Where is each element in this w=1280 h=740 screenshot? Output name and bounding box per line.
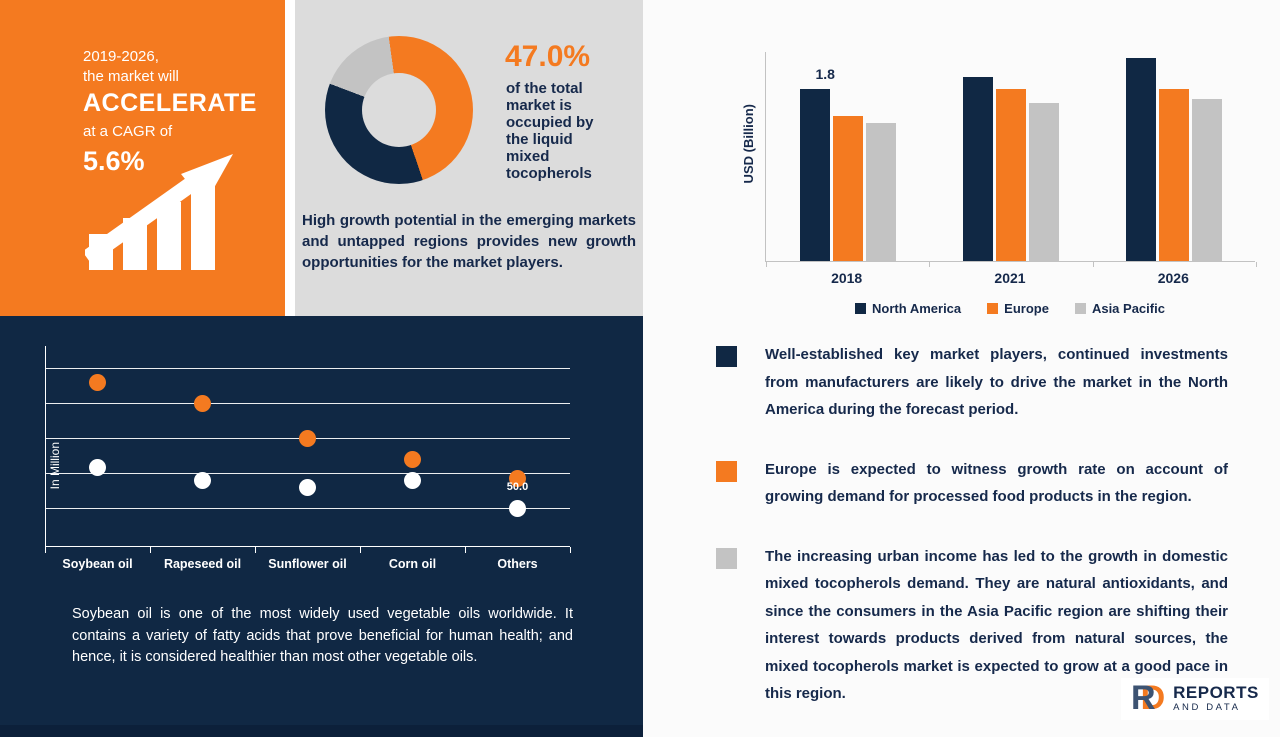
axis-tick bbox=[255, 547, 256, 553]
donut-stat-caption: of the total market is occupied by the l… bbox=[506, 80, 594, 182]
oil-scatter-ylabel: In Million bbox=[48, 442, 62, 490]
soybean-oil-note: Soybean oil is one of the most widely us… bbox=[72, 606, 573, 665]
logo-letter-r: R bbox=[1131, 679, 1156, 717]
data-point-orange bbox=[404, 450, 421, 468]
reports-and-data-logo: R D REPORTS AND DATA bbox=[1121, 678, 1269, 720]
axis-tick bbox=[465, 547, 466, 553]
bullet-text: Well-established key market players, con… bbox=[765, 346, 1228, 418]
region-bar-plot: 1.8 bbox=[765, 52, 1257, 267]
data-point-white bbox=[89, 458, 106, 476]
category-label: Sunflower oil bbox=[268, 557, 347, 571]
logo-name-bottom: AND DATA bbox=[1173, 701, 1241, 713]
donut-chart bbox=[325, 36, 473, 184]
data-point-white bbox=[194, 472, 211, 490]
bottom-strip bbox=[0, 725, 643, 737]
legend-item-north-america: North America bbox=[855, 301, 961, 316]
bullet-swatch bbox=[716, 547, 737, 569]
legend-label: Asia Pacific bbox=[1091, 301, 1165, 316]
legend-label: Europe bbox=[1004, 301, 1049, 316]
legend-item-europe: Europe bbox=[987, 301, 1049, 316]
logo-text: REPORTS AND DATA bbox=[1173, 682, 1259, 713]
bar-europe bbox=[995, 89, 1026, 261]
axis-tick bbox=[766, 262, 767, 267]
x-axis-label: 2018 bbox=[831, 270, 863, 286]
bar-north-america bbox=[962, 76, 993, 261]
logo-letter-d: D bbox=[1140, 679, 1166, 717]
axis-tick bbox=[360, 547, 361, 553]
legend-swatch bbox=[1074, 303, 1086, 314]
gridline bbox=[45, 508, 570, 509]
bullet-swatch bbox=[716, 346, 737, 367]
region-bar-legend: North America Europe Asia Pacific bbox=[765, 301, 1255, 316]
bullet-item: Well-established key market players, con… bbox=[716, 341, 1228, 424]
rd-logo-icon: R D bbox=[1131, 681, 1165, 715]
axis-tick bbox=[570, 547, 571, 553]
y-axis-line bbox=[45, 346, 46, 546]
data-point-white bbox=[509, 499, 526, 517]
x-axis-label: 2021 bbox=[994, 270, 1026, 286]
accelerate-text-block: 2019-2026, the market will ACCELERATE at… bbox=[83, 48, 257, 177]
gridline bbox=[45, 368, 570, 369]
growth-potential-paragraph: High growth potential in the emerging ma… bbox=[302, 212, 636, 271]
legend-swatch bbox=[855, 303, 867, 314]
bullet-swatch bbox=[716, 460, 737, 482]
gridline bbox=[45, 403, 570, 404]
data-point-orange bbox=[299, 429, 316, 447]
axis-tick bbox=[1092, 262, 1094, 267]
accelerate-title: ACCELERATE bbox=[83, 89, 257, 117]
category-label: Soybean oil bbox=[62, 557, 133, 571]
bar-asia-pacific bbox=[1028, 102, 1059, 261]
region-panel: USD (Billion) 1.8 2018 2021 2026 North Ame… bbox=[643, 0, 1280, 737]
bar-europe bbox=[832, 115, 863, 261]
x-axis-label: 2026 bbox=[1157, 270, 1189, 286]
axis-tick bbox=[1256, 262, 1257, 267]
bar-value-label: 1.8 bbox=[815, 66, 835, 83]
donut-panel: 47.0% of the total market is occupied by… bbox=[295, 0, 643, 316]
axis-tick bbox=[150, 547, 151, 553]
bar-europe bbox=[1158, 89, 1189, 261]
bar-group-2026 bbox=[1125, 57, 1222, 261]
data-point-orange bbox=[194, 394, 211, 412]
axis-tick bbox=[929, 262, 931, 267]
data-point-white bbox=[404, 472, 421, 490]
bar-north-america bbox=[1125, 57, 1156, 261]
bar-asia-pacific bbox=[865, 122, 896, 261]
category-label: Others bbox=[497, 557, 538, 571]
bullet-text: The increasing urban income has led to t… bbox=[765, 547, 1228, 703]
data-point-orange bbox=[509, 470, 526, 488]
cagr-value: 5.6% bbox=[83, 146, 145, 176]
legend-item-asia-pacific: Asia Pacific bbox=[1074, 301, 1165, 316]
oil-scatter-categories: Soybean oil Rapeseed oil Sunflower oil Corn… bbox=[45, 557, 570, 571]
gridline bbox=[45, 473, 570, 474]
bar-north-america: 1.8 bbox=[799, 66, 835, 261]
data-point-white bbox=[299, 479, 316, 497]
accelerate-lead: the market will bbox=[83, 68, 179, 85]
bullet-item: Europe is expected to witness growth rat… bbox=[716, 456, 1228, 511]
data-label: 50.0 bbox=[506, 481, 529, 493]
legend-label: North America bbox=[872, 301, 962, 316]
logo-name-top: REPORTS bbox=[1173, 682, 1259, 702]
oil-scatter-plot: 50.0 bbox=[45, 316, 571, 553]
accelerate-panel: 2019-2026, the market will ACCELERATE at… bbox=[0, 0, 285, 316]
oil-panel: 50.0 Soybean oil Rapeseed oil Sunflower oi… bbox=[0, 316, 643, 737]
bullet-text: Europe is expected to witness growth rat… bbox=[765, 460, 1228, 506]
category-label: Corn oil bbox=[388, 557, 437, 571]
donut-stat-value: 47.0% bbox=[505, 40, 591, 73]
category-label: Rapeseed oil bbox=[163, 557, 242, 571]
cagr-label: at a CAGR of bbox=[83, 123, 173, 140]
axis-tick bbox=[45, 547, 46, 553]
forecast-range: 2019-2026, bbox=[83, 48, 159, 65]
region-bar-xlabels: 2018 2021 2026 bbox=[765, 270, 1255, 286]
region-bar-ylabel: USD (Billion) bbox=[741, 104, 756, 184]
bullet-item: The increasing urban income has led to t… bbox=[716, 543, 1228, 708]
bar-group-2021 bbox=[962, 76, 1059, 261]
growth-arrow-icon bbox=[85, 152, 235, 270]
bar-asia-pacific bbox=[1191, 98, 1222, 261]
bar-group-2018: 1.8 bbox=[799, 66, 896, 261]
data-point-orange bbox=[89, 373, 106, 391]
region-bullets: Well-established key market players, con… bbox=[716, 341, 1228, 740]
legend-swatch bbox=[987, 303, 999, 314]
